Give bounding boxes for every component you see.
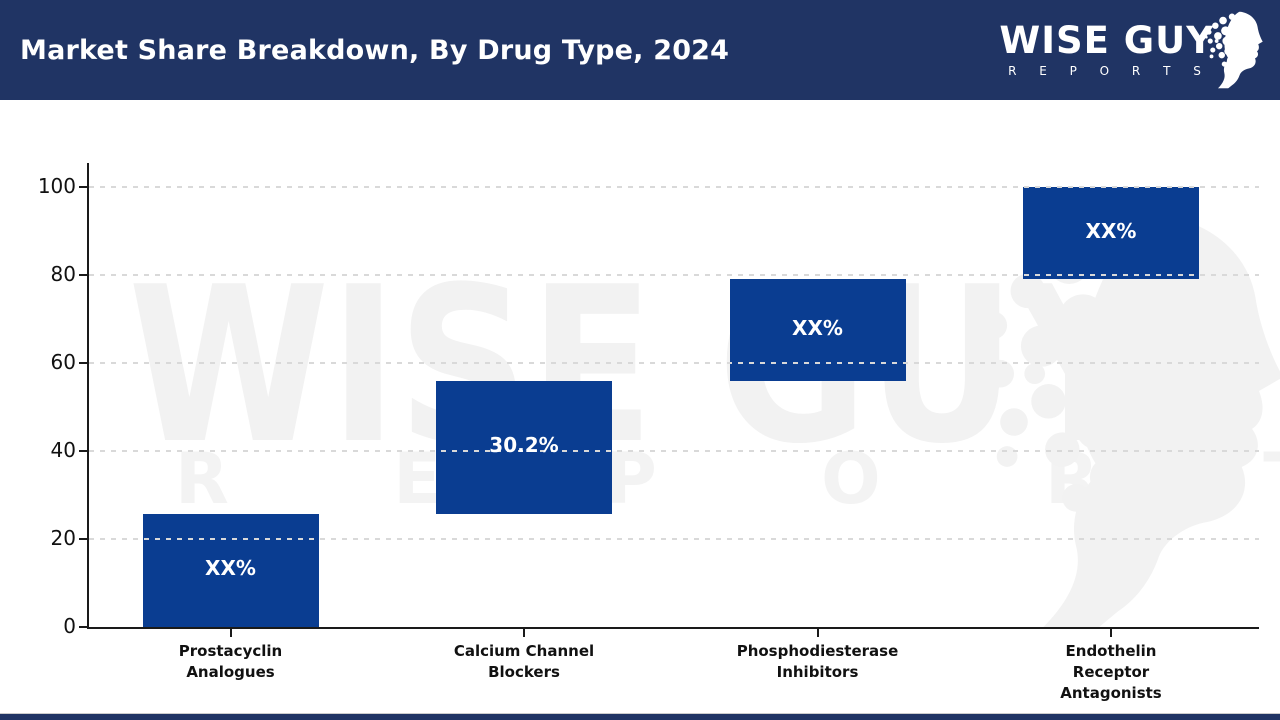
bar — [436, 381, 612, 514]
bar — [142, 513, 319, 627]
gridline — [89, 450, 1259, 452]
bar — [729, 278, 906, 382]
footer-bar — [0, 713, 1280, 720]
x-axis-label-line: Endothelin — [1065, 642, 1157, 660]
bar-value-label: 30.2% — [489, 433, 559, 458]
x-axis-label: Endothelin Receptor Antagonists — [971, 641, 1251, 704]
header-bar: Market Share Breakdown, By Drug Type, 20… — [0, 0, 1280, 100]
bar — [1023, 187, 1199, 279]
x-axis-tick — [229, 629, 232, 637]
y-axis-tick — [79, 362, 87, 364]
page-title: Market Share Breakdown, By Drug Type, 20… — [20, 34, 730, 66]
y-axis-tick — [79, 538, 87, 540]
bar-value-label: XX% — [1085, 218, 1137, 243]
gridline — [89, 538, 1259, 540]
y-tick-label: 60 — [50, 350, 76, 374]
y-tick-label: 40 — [50, 438, 76, 462]
gridline — [89, 186, 1259, 188]
y-tick-label: 20 — [50, 526, 76, 550]
y-axis-line — [87, 163, 89, 629]
x-axis-label-line: Antagonists — [1060, 684, 1162, 702]
x-axis-label-line: Prostacyclin — [178, 642, 283, 660]
logo-name-text: WISE GUY — [999, 19, 1214, 62]
watermark-text: WISE GUY — [128, 240, 1149, 491]
x-axis-tick — [816, 629, 819, 637]
y-axis-tick — [79, 274, 87, 276]
x-axis-label-line: Blockers — [488, 663, 560, 681]
x-axis-label: Prostacyclin Analogues — [91, 641, 371, 683]
x-axis-line — [87, 627, 1259, 629]
y-tick-label: 80 — [50, 262, 76, 286]
y-axis-tick — [79, 450, 87, 452]
y-tick-label: 0 — [63, 614, 76, 638]
x-axis-tick — [1110, 629, 1112, 637]
bar-value-label: XX% — [205, 556, 256, 581]
x-axis-label-line: Receptor — [1072, 663, 1150, 681]
x-axis-label-line: Inhibitors — [776, 663, 859, 681]
x-axis-label-line: Analogues — [186, 663, 275, 681]
y-axis-tick — [79, 626, 87, 628]
gridline — [89, 362, 1259, 364]
bar-value-label: XX% — [792, 316, 843, 340]
wise-guy-reports-logo: WISE GUY R E P O R T S — [999, 6, 1264, 94]
y-axis-tick — [79, 186, 87, 188]
x-axis-tick — [523, 629, 525, 637]
y-tick-label: 100 — [37, 174, 76, 198]
x-axis-label-line: Phosphodiesterase — [736, 642, 899, 660]
x-axis-label-line: Calcium Channel — [453, 642, 595, 660]
logo-face-icon — [1200, 11, 1264, 89]
gridline — [89, 274, 1259, 276]
x-axis-label: Phosphodiesterase Inhibitors — [678, 641, 958, 683]
x-axis-label: Calcium Channel Blockers — [384, 641, 664, 683]
logo-sub-text: R E P O R T S — [1008, 64, 1211, 78]
